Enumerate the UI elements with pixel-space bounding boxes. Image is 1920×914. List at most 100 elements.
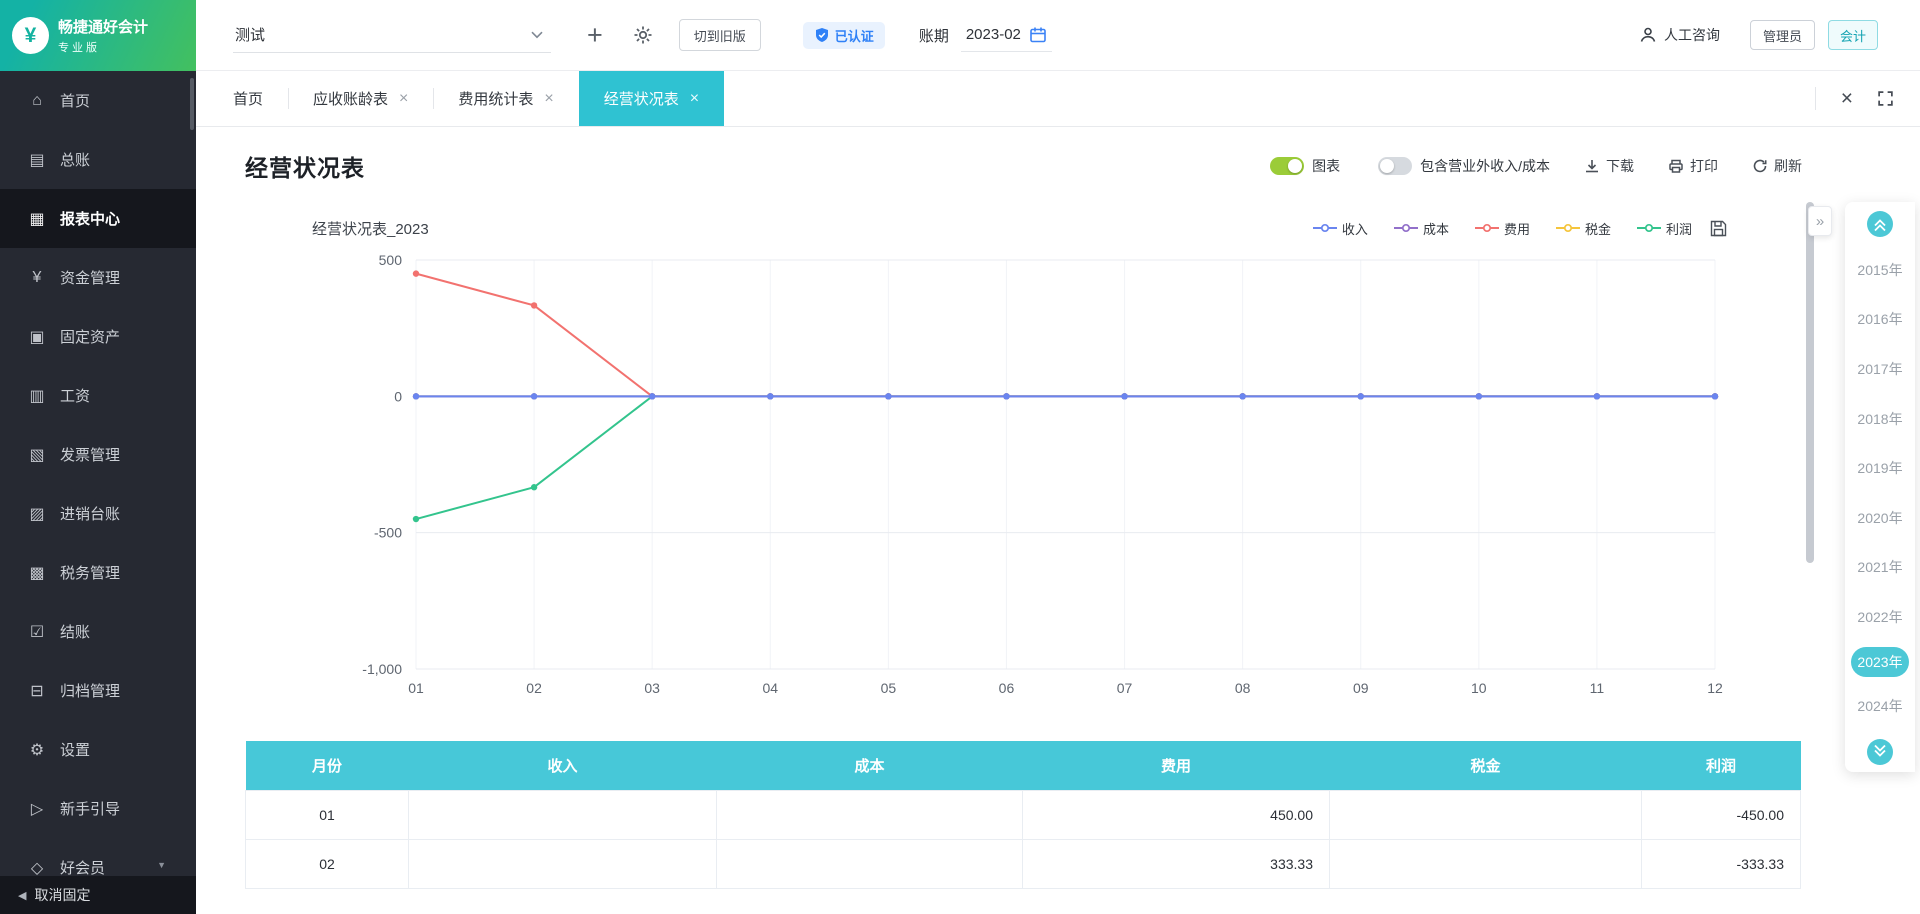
table-row[interactable]: 02 333.33 -333.33 xyxy=(245,838,1801,889)
year-item[interactable]: 2020年 xyxy=(1857,509,1903,526)
legend-item-税金[interactable]: 税金 xyxy=(1555,219,1611,238)
sidebar-item-settings[interactable]: ⚙ 设置 xyxy=(0,720,196,779)
year-item[interactable]: 2015年 xyxy=(1857,261,1903,278)
switch-to-old-version-button[interactable]: 切到旧版 xyxy=(678,19,761,51)
sidebar-scroll-more-icon[interactable]: ▼ xyxy=(157,860,166,870)
year-item[interactable]: 2024年 xyxy=(1857,698,1903,715)
legend-marker-icon xyxy=(1474,223,1499,233)
period-label: 账期 xyxy=(918,27,949,45)
report-icon: ▦ xyxy=(29,210,45,228)
sidebar-item-payroll[interactable]: ▥ 工资 xyxy=(0,366,196,425)
refresh-label: 刷新 xyxy=(1774,158,1802,174)
sidebar-item-beginner-guide[interactable]: ▷ 新手引导 xyxy=(0,779,196,838)
svg-text:08: 08 xyxy=(1235,680,1251,696)
sidebar-item-closing[interactable]: ☑ 结账 xyxy=(0,602,196,661)
admin-button[interactable]: 管理员 xyxy=(1749,20,1815,50)
tab-home[interactable]: 首页 xyxy=(208,71,288,126)
year-item[interactable]: 2022年 xyxy=(1857,609,1903,625)
sidebar-item-purchase-sales[interactable]: ▨ 进销台账 xyxy=(0,484,196,543)
fullscreen-icon[interactable] xyxy=(1877,90,1894,107)
table-cell: 333.33 xyxy=(1022,838,1330,889)
tab-operating-status[interactable]: 经营状况表 × xyxy=(578,71,725,126)
table-header-cell: 成本 xyxy=(716,741,1023,790)
year-item[interactable]: 2021年 xyxy=(1857,559,1903,576)
legend-marker-icon xyxy=(1312,223,1337,233)
close-all-tabs-icon[interactable]: × xyxy=(1840,87,1853,110)
year-item[interactable]: 2018年 xyxy=(1857,410,1903,427)
year-item[interactable]: 2016年 xyxy=(1857,311,1903,328)
account-set-select[interactable]: 测试 xyxy=(233,17,551,53)
payroll-icon: ▥ xyxy=(29,387,45,405)
tax-icon: ▩ xyxy=(29,564,45,582)
sidebar-item-report-center[interactable]: ▦ 报表中心 xyxy=(0,189,196,248)
period-value: 2023-02 xyxy=(965,26,1021,43)
period-field[interactable]: 2023-02 xyxy=(960,18,1052,52)
sidebar-item-membership[interactable]: ◇ 好会员 xyxy=(0,838,196,877)
svg-text:11: 11 xyxy=(1590,680,1605,696)
tab-close-icon[interactable]: × xyxy=(689,89,700,107)
certified-label: 已认证 xyxy=(834,28,874,44)
year-item[interactable]: 2017年 xyxy=(1857,360,1903,377)
account-set-value: 测试 xyxy=(235,27,266,44)
svg-text:01: 01 xyxy=(408,680,424,696)
sidebar-item-fixed-assets[interactable]: ▣ 固定资产 xyxy=(0,307,196,366)
print-button[interactable]: 打印 xyxy=(1668,156,1718,176)
accountant-button[interactable]: 会计 xyxy=(1827,20,1878,50)
table-row[interactable]: 01 450.00 -450.00 xyxy=(245,789,1801,840)
sidebar-item-label: 结账 xyxy=(60,624,91,641)
sidebar-item-home[interactable]: ⌂ 首页 xyxy=(0,71,196,130)
main-scrollbar-thumb[interactable] xyxy=(1806,202,1814,563)
calendar-icon[interactable] xyxy=(1029,26,1047,44)
table-header-row: 月份 收入 成本 费用 税金 利润 xyxy=(245,741,1801,790)
scroll-years-up-button[interactable] xyxy=(1866,210,1894,238)
download-button[interactable]: 下载 xyxy=(1584,156,1634,176)
sidebar: ¥ 畅捷通好会计 专业版 ⌂ 首页 ▤ 总账 ▦ 报表中心 ¥ 资金管理 ▣ 固定资产 ▥ 工资 ▧ 发票… xyxy=(0,0,196,914)
include-non-operating-toggle[interactable] xyxy=(1378,157,1413,175)
tab-close-icon[interactable]: × xyxy=(399,89,409,107)
page-head: 经营状况表 图表 包含营业外收入/成本 下载 打印 刷新 xyxy=(196,127,1920,205)
page-title: 经营状况表 xyxy=(245,155,365,181)
year-item[interactable]: 2019年 xyxy=(1857,460,1903,477)
legend-item-收入[interactable]: 收入 xyxy=(1312,219,1368,238)
sidebar-item-funds[interactable]: ¥ 资金管理 xyxy=(0,248,196,307)
sidebar-item-invoice[interactable]: ▧ 发票管理 xyxy=(0,425,196,484)
tab-expense-statistics[interactable]: 费用统计表 × xyxy=(433,71,578,126)
certified-badge[interactable]: 已认证 xyxy=(802,21,885,49)
collapse-left-icon: ◀ xyxy=(18,889,27,902)
sidebar-item-tax[interactable]: ▩ 税务管理 xyxy=(0,543,196,602)
legend-item-利润[interactable]: 利润 xyxy=(1636,219,1692,238)
tab-close-icon[interactable]: × xyxy=(544,89,554,107)
table-cell xyxy=(408,838,717,889)
save-image-icon[interactable] xyxy=(1710,220,1727,237)
gear-icon[interactable] xyxy=(633,25,653,45)
legend-label: 收入 xyxy=(1341,221,1368,237)
year-item[interactable]: 2023年 xyxy=(1851,646,1909,677)
support-button[interactable]: 人工咨询 xyxy=(1639,25,1720,45)
sidebar-item-label: 好会员 xyxy=(60,860,106,876)
collapse-year-panel-button[interactable]: » xyxy=(1808,206,1832,236)
scroll-years-down-button[interactable] xyxy=(1866,738,1894,766)
table-cell: 450.00 xyxy=(1022,789,1330,840)
table-header-cell: 月份 xyxy=(245,741,409,790)
legend-marker-icon xyxy=(1555,223,1580,233)
ledger-icon: ▤ xyxy=(29,151,45,169)
download-icon xyxy=(1586,160,1598,173)
add-account-set-button[interactable]: + xyxy=(587,19,603,50)
tab-receivable-aging[interactable]: 应收账龄表 × xyxy=(288,71,433,126)
chart-view-toggle[interactable] xyxy=(1270,157,1305,175)
legend-item-成本[interactable]: 成本 xyxy=(1393,219,1449,238)
tab-label: 经营状况表 xyxy=(603,91,679,108)
sidebar-item-general-ledger[interactable]: ▤ 总账 xyxy=(0,130,196,189)
sidebar-scrollbar-thumb[interactable] xyxy=(190,78,194,130)
sidebar-item-archive[interactable]: ⊟ 归档管理 xyxy=(0,661,196,720)
unpin-sidebar-button[interactable]: ◀ 取消固定 xyxy=(0,876,196,914)
table-header-cell: 费用 xyxy=(1022,741,1330,790)
sidebar-item-label: 固定资产 xyxy=(60,329,121,346)
logo-title: 畅捷通好会计 xyxy=(58,19,149,36)
top-header: 测试 + 切到旧版 已认证 账期 2023-02 人工咨询 管理员 会计 xyxy=(196,0,1920,71)
refresh-button[interactable]: 刷新 xyxy=(1752,156,1802,176)
legend-item-费用[interactable]: 费用 xyxy=(1474,219,1530,238)
person-icon xyxy=(1640,27,1656,42)
table-header-cell: 利润 xyxy=(1641,741,1801,790)
